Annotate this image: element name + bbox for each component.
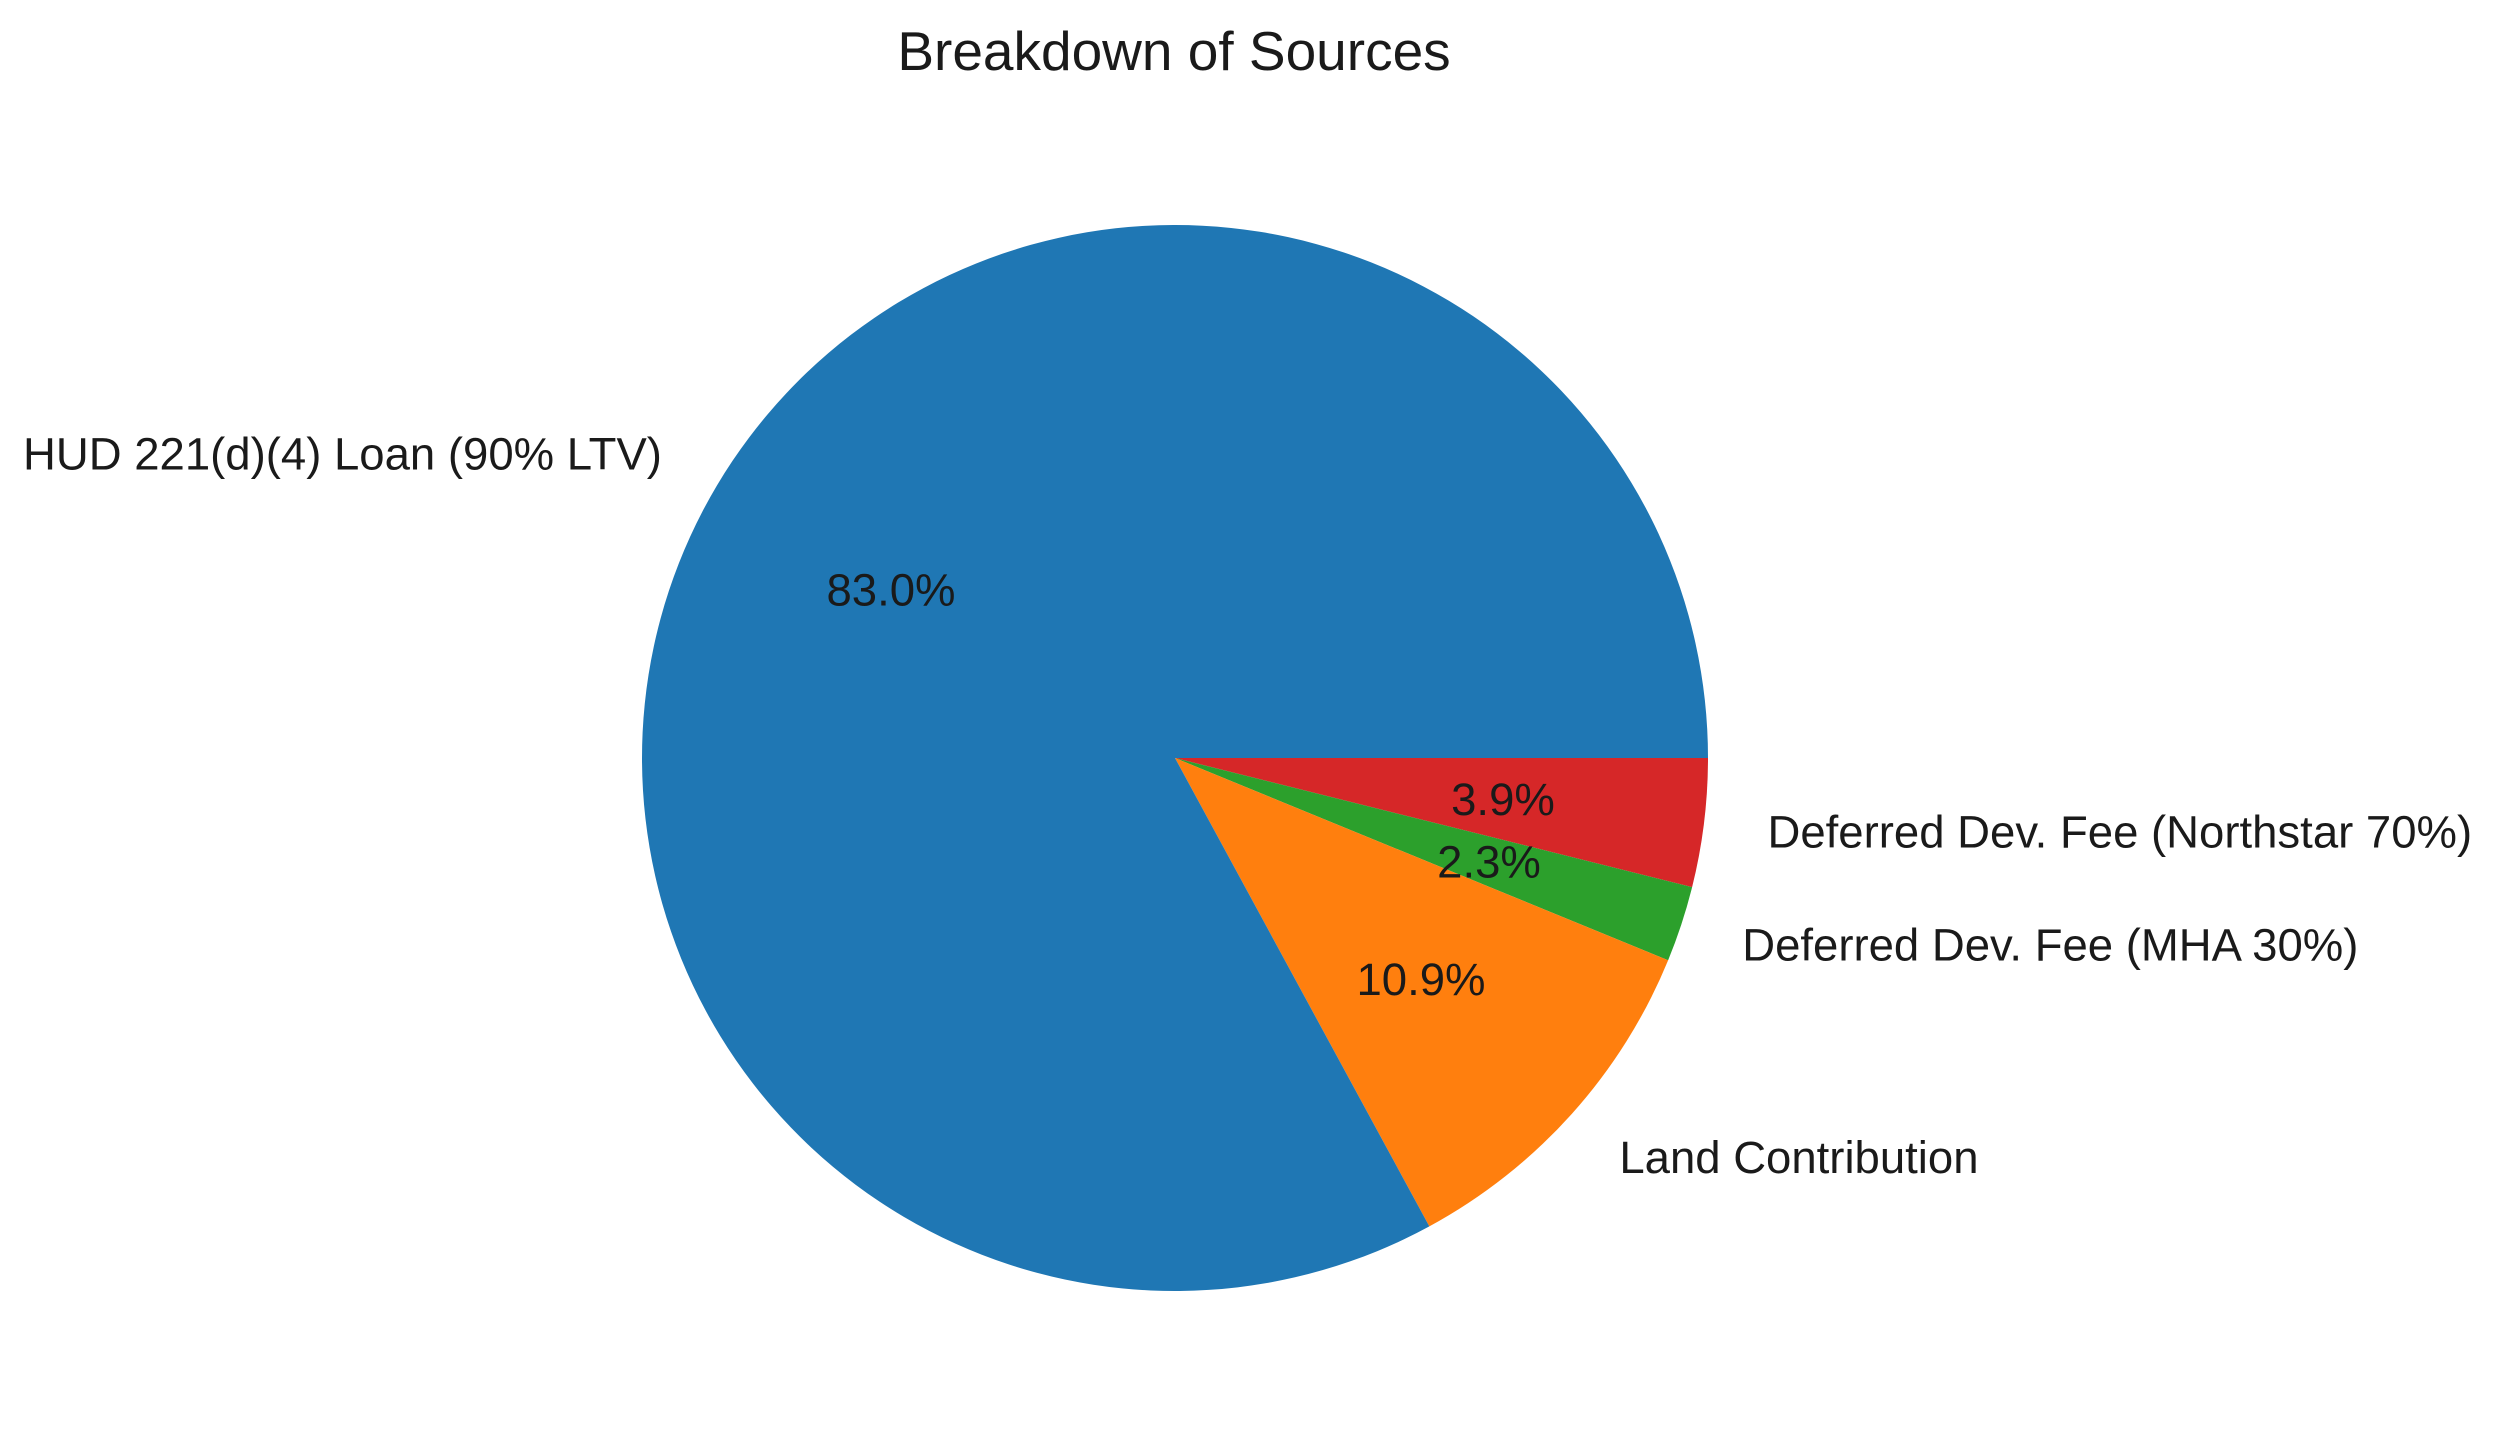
svg-text:3.9%: 3.9%	[1451, 774, 1555, 825]
svg-text:10.9%: 10.9%	[1356, 954, 1485, 1005]
svg-text:Breakdown of Sources: Breakdown of Sources	[897, 20, 1450, 82]
svg-text:Land Contribution: Land Contribution	[1619, 1132, 1978, 1183]
svg-text:83.0%: 83.0%	[826, 565, 955, 616]
svg-text:Deferred Dev. Fee (Northstar 7: Deferred Dev. Fee (Northstar 70%)	[1767, 806, 2472, 857]
svg-text:Deferred Dev. Fee (MHA 30%): Deferred Dev. Fee (MHA 30%)	[1742, 920, 2358, 971]
svg-text:HUD 221(d)(4) Loan (90% LTV): HUD 221(d)(4) Loan (90% LTV)	[23, 428, 662, 479]
svg-text:2.3%: 2.3%	[1437, 837, 1541, 888]
